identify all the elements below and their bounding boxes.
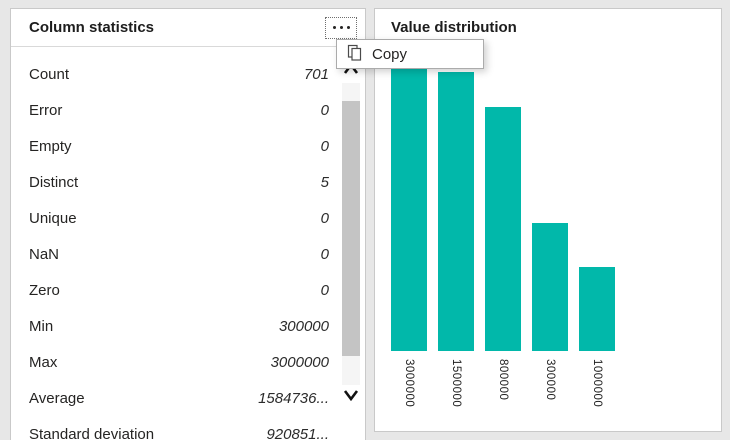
bar-label: 800000	[497, 359, 509, 401]
bar[interactable]	[579, 267, 615, 351]
stat-row-nan: NaN 0	[11, 236, 365, 272]
value-distribution-panel: Value distribution 3000000 1500000 800000 3…	[374, 8, 722, 432]
bar-label: 1500000	[450, 359, 462, 408]
column-statistics-header: Column statistics	[11, 9, 365, 47]
bar-label: 300000	[544, 359, 556, 401]
menu-item-label: Copy	[372, 45, 408, 63]
stat-value: 920851...	[266, 425, 329, 440]
stat-value: 5	[320, 173, 329, 191]
bar-label: 3000000	[403, 359, 415, 408]
scroll-thumb[interactable]	[342, 101, 360, 356]
context-menu: Copy	[336, 39, 484, 69]
bar-column: 800000	[485, 107, 521, 417]
stat-row-average: Average 1584736...	[11, 380, 365, 416]
bar-column: 1500000	[438, 72, 474, 417]
more-options-button[interactable]	[325, 16, 357, 39]
bar[interactable]	[438, 72, 474, 351]
stat-value: 701	[303, 65, 329, 83]
chevron-down-icon	[343, 388, 359, 406]
bar-label: 1000000	[591, 359, 603, 408]
stat-row-error: Error 0	[11, 92, 365, 128]
stat-label: Max	[29, 353, 58, 371]
ellipsis-icon	[332, 26, 350, 29]
stat-value: 300000	[278, 317, 329, 335]
stat-row-distinct: Distinct 5	[11, 164, 365, 200]
bar[interactable]	[485, 107, 521, 351]
stat-row-min: Min 300000	[11, 308, 365, 344]
bar[interactable]	[391, 68, 427, 351]
column-statistics-title: Column statistics	[29, 19, 155, 36]
bar-chart: 3000000 1500000 800000 300000 1000000	[391, 68, 721, 417]
stat-label: NaN	[29, 245, 60, 263]
stat-label: Zero	[29, 281, 60, 299]
stat-row-count: Count 701	[11, 56, 365, 92]
scrollbar[interactable]	[342, 59, 360, 409]
stat-value: 1584736...	[258, 389, 329, 407]
stat-row-unique: Unique 0	[11, 200, 365, 236]
stat-value: 3000000	[270, 353, 329, 371]
stat-value: 0	[320, 101, 329, 119]
stat-label: Distinct	[29, 173, 79, 191]
stat-label: Unique	[29, 209, 77, 227]
menu-item-copy[interactable]: Copy	[337, 40, 483, 68]
stat-row-standard-deviation: Standard deviation 920851...	[11, 416, 365, 440]
stat-value: 0	[320, 281, 329, 299]
scroll-track[interactable]	[342, 83, 360, 385]
column-statistics-panel: Column statistics Count 701 Error 0 Empty 0 Di…	[10, 8, 366, 440]
statistics-list: Count 701 Error 0 Empty 0 Distinct 5 Unique 0 NaN 0…	[11, 47, 365, 440]
stat-row-zero: Zero 0	[11, 272, 365, 308]
stat-value: 0	[320, 245, 329, 263]
scroll-down-button[interactable]	[342, 385, 360, 409]
bar[interactable]	[532, 223, 568, 351]
copy-icon	[347, 44, 362, 65]
stat-label: Standard deviation	[29, 425, 155, 440]
value-distribution-header: Value distribution	[375, 9, 721, 36]
stat-label: Average	[29, 389, 85, 407]
bar-column: 300000	[532, 223, 568, 417]
bar-column: 1000000	[579, 267, 615, 417]
bar-column: 3000000	[391, 68, 427, 417]
stat-label: Min	[29, 317, 54, 335]
stat-value: 0	[320, 209, 329, 227]
stat-label: Count	[29, 65, 70, 83]
stat-row-max: Max 3000000	[11, 344, 365, 380]
value-distribution-title: Value distribution	[391, 19, 517, 36]
stat-label: Error	[29, 101, 63, 119]
stat-row-empty: Empty 0	[11, 128, 365, 164]
stat-label: Empty	[29, 137, 72, 155]
stat-value: 0	[320, 137, 329, 155]
